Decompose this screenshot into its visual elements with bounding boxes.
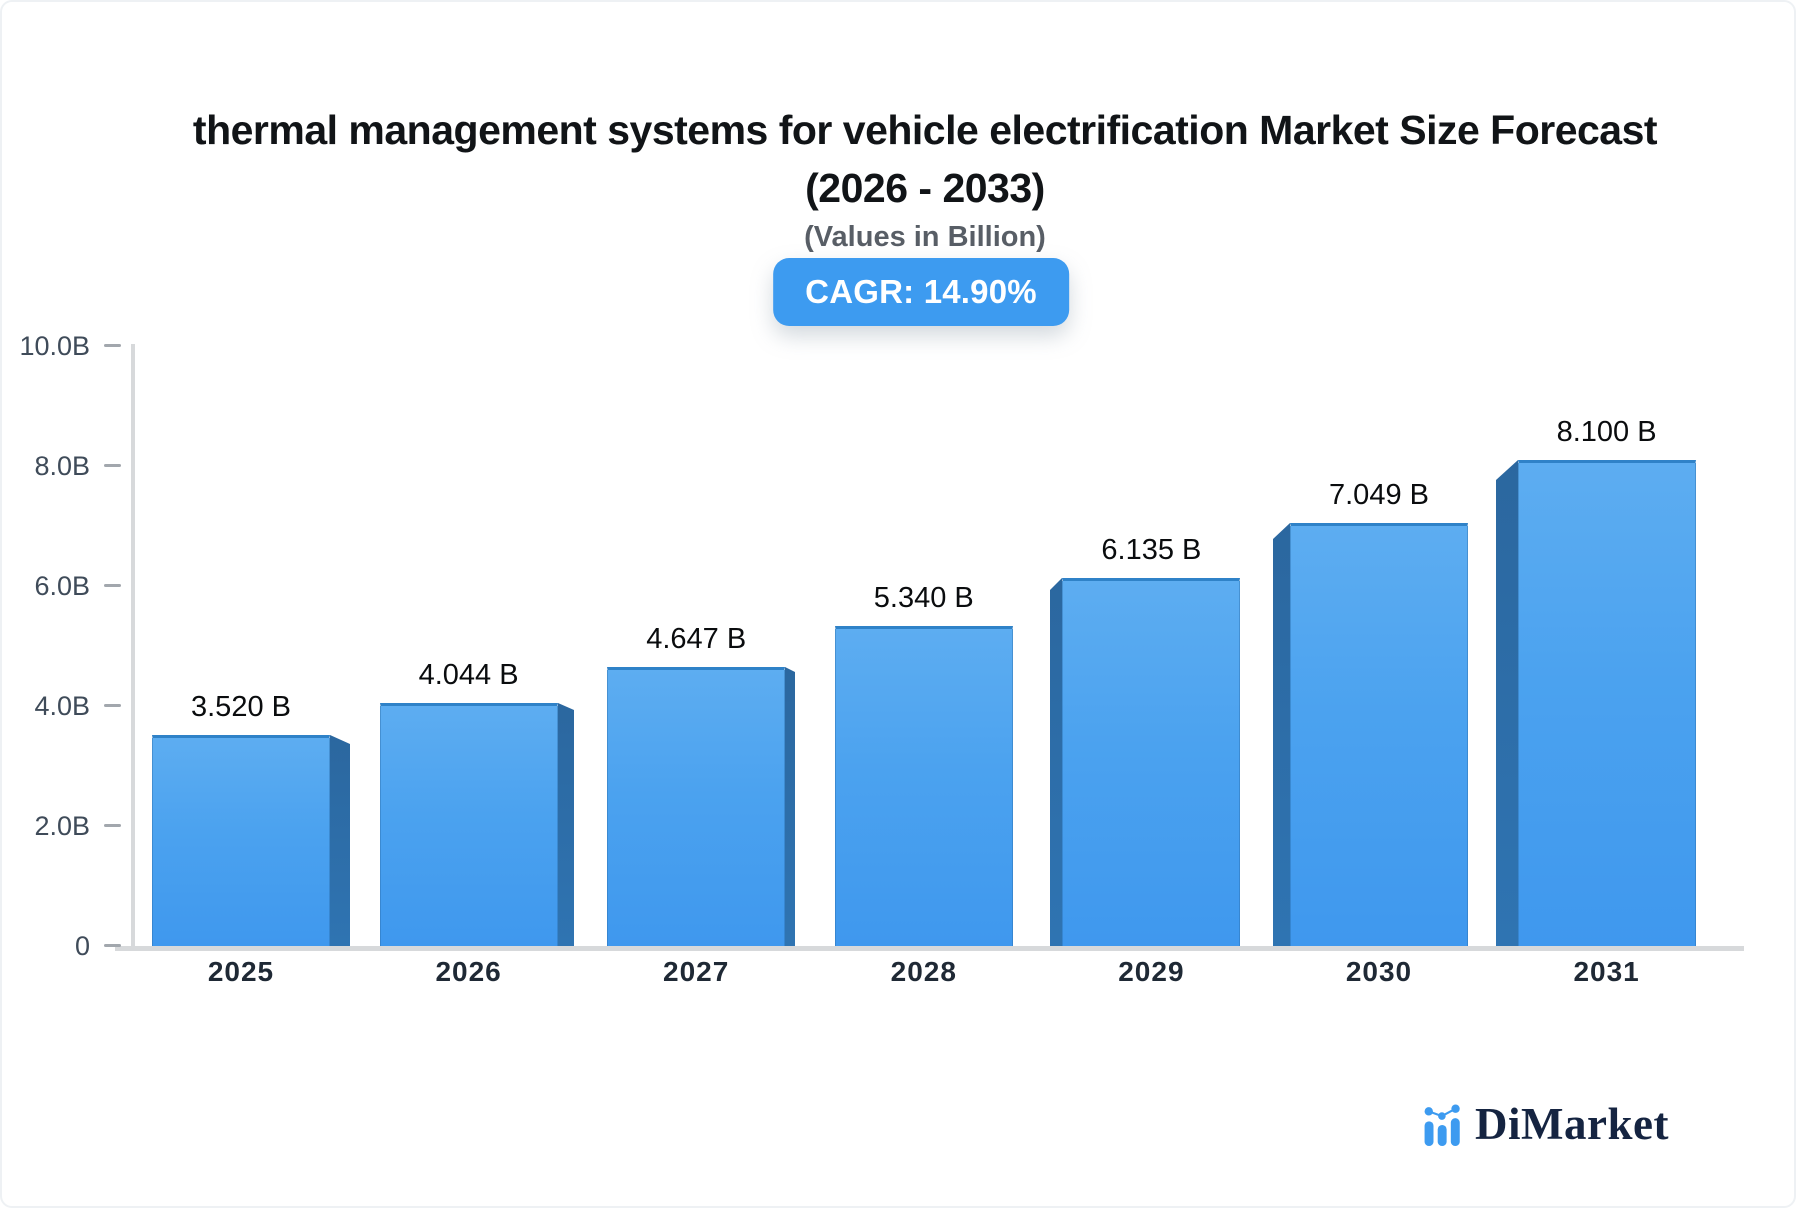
bar-value-label-2029: 6.135 B: [1101, 534, 1202, 566]
bar-value-label-2026: 4.044 B: [418, 659, 519, 691]
chart-subtitle: (Values in Billion): [804, 221, 1046, 253]
x-axis-label-2031: 2031: [1573, 956, 1640, 987]
bar-value-label-2027: 4.647 B: [646, 623, 747, 655]
y-axis-tick-label: 4.0B: [34, 691, 90, 721]
y-axis-tick: [104, 464, 121, 467]
bar-value-label-2031: 8.100 B: [1556, 416, 1657, 448]
x-axis-label-2027: 2027: [663, 956, 730, 987]
y-axis-tick-label: 8.0B: [34, 451, 90, 481]
y-axis-tick-label: 10.0B: [19, 331, 90, 361]
x-axis-baseline: [115, 946, 1744, 951]
bar-2031: [1518, 460, 1696, 946]
y-axis-tick: [104, 944, 121, 947]
x-axis-label-2026: 2026: [435, 956, 502, 987]
bar-2029: [1062, 578, 1240, 946]
x-axis-label-2029: 2029: [1118, 956, 1185, 987]
bar-value-label-2025: 3.520 B: [191, 691, 291, 723]
bar-2027: [607, 667, 785, 946]
y-axis-tick-label: 0: [74, 931, 90, 961]
bar-side-face-2029: [1050, 578, 1062, 946]
bar-side-face-2025: [330, 735, 350, 946]
brand-logo-chart-icon: [1424, 1104, 1460, 1146]
bar-2028: [835, 626, 1013, 946]
y-axis-tick: [104, 704, 121, 707]
brand-logo: DiMarket: [1423, 1098, 1723, 1150]
brand-logo-text: DiMarket: [1475, 1099, 1669, 1149]
y-axis-line: [131, 344, 135, 946]
y-axis-tick: [104, 344, 121, 347]
chart-title-line2: (2026 - 2033): [805, 165, 1045, 211]
bar-2026: [380, 703, 558, 946]
x-axis-label-2030: 2030: [1345, 956, 1413, 987]
bar-value-label-2030: 7.049 B: [1329, 479, 1429, 511]
y-axis-tick-label: 6.0B: [34, 571, 90, 601]
bar-2025: [152, 735, 330, 946]
chart-title-line1: thermal management systems for vehicle e…: [192, 107, 1658, 153]
bar-side-face-2027: [785, 667, 795, 946]
bar-side-face-2030: [1273, 523, 1290, 946]
bar-side-face-2031: [1496, 460, 1518, 946]
x-axis-label-2028: 2028: [890, 956, 957, 987]
y-axis-tick: [104, 824, 121, 827]
cagr-badge: CAGR: 14.90%: [773, 258, 1069, 326]
bar-side-face-2026: [558, 703, 574, 946]
x-axis-label-2025: 2025: [207, 956, 275, 987]
y-axis-tick-label: 2.0B: [34, 811, 90, 841]
bar-2030: [1290, 523, 1468, 946]
y-axis-tick: [104, 584, 121, 587]
bar-value-label-2028: 5.340 B: [873, 582, 974, 614]
